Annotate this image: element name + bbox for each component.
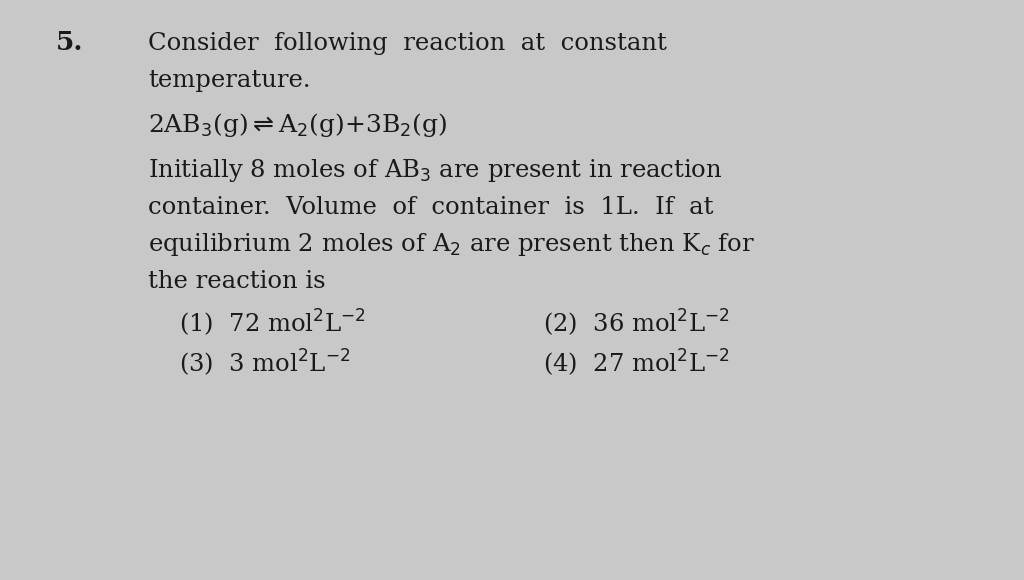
Text: container.  Volume  of  container  is  1L.  If  at: container. Volume of container is 1L. If… xyxy=(148,196,714,219)
Text: (2)  36 mol$^2$L$^{-2}$: (2) 36 mol$^2$L$^{-2}$ xyxy=(543,307,730,338)
Text: Initially 8 moles of AB$_3$ are present in reaction: Initially 8 moles of AB$_3$ are present … xyxy=(148,157,723,184)
Text: (1)  72 mol$^2$L$^{-2}$: (1) 72 mol$^2$L$^{-2}$ xyxy=(179,307,367,338)
Text: 5.: 5. xyxy=(56,30,84,55)
Text: (4)  27 mol$^2$L$^{-2}$: (4) 27 mol$^2$L$^{-2}$ xyxy=(543,347,730,378)
Text: the reaction is: the reaction is xyxy=(148,270,326,293)
Text: (3)  3 mol$^2$L$^{-2}$: (3) 3 mol$^2$L$^{-2}$ xyxy=(179,347,351,378)
Text: 2AB$_3$(g)$\rightleftharpoons$A$_2$(g)+3B$_2$(g): 2AB$_3$(g)$\rightleftharpoons$A$_2$(g)+3… xyxy=(148,111,447,139)
Text: equilibrium 2 moles of A$_2$ are present then K$_c$ for: equilibrium 2 moles of A$_2$ are present… xyxy=(148,231,756,258)
Text: temperature.: temperature. xyxy=(148,69,311,92)
Text: Consider  following  reaction  at  constant: Consider following reaction at constant xyxy=(148,32,668,55)
